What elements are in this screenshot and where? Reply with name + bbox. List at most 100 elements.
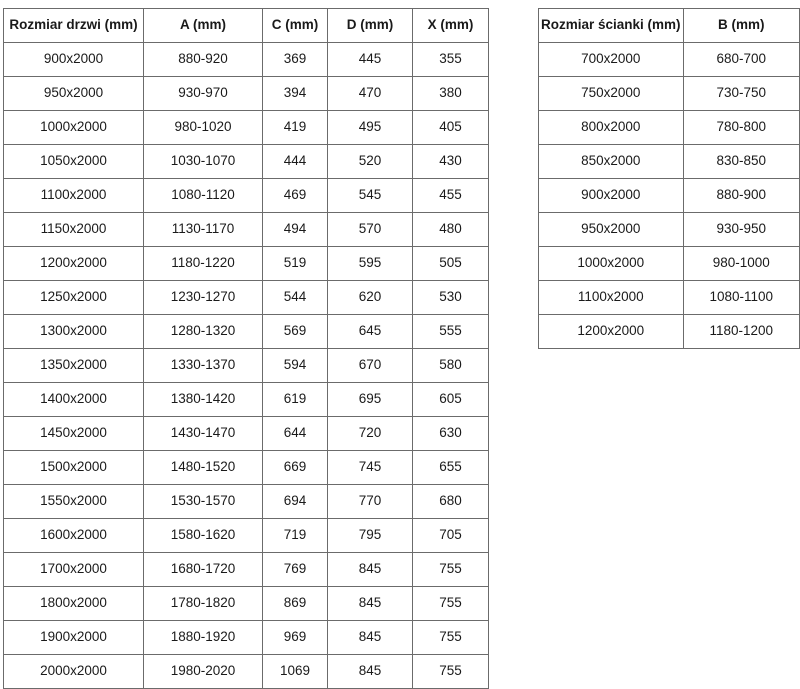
table-row: 1600x2000 1580-1620 719 795 705 bbox=[3, 518, 489, 553]
cell-d: 545 bbox=[327, 178, 413, 213]
table-row: 1000x2000 980-1020 419 495 405 bbox=[3, 110, 489, 145]
table-header-row: Rozmiar ścianki (mm) B (mm) bbox=[538, 8, 800, 43]
table-row: 2000x2000 1980-2020 1069 845 755 bbox=[3, 654, 489, 689]
table-row: 850x2000 830-850 bbox=[538, 144, 800, 179]
column-header-x: X (mm) bbox=[412, 8, 489, 43]
cell-b: 1080-1100 bbox=[682, 280, 800, 315]
table-row: 1300x2000 1280-1320 569 645 555 bbox=[3, 314, 489, 349]
cell-wall-size: 850x2000 bbox=[538, 144, 684, 179]
table-row: 1100x2000 1080-1100 bbox=[538, 280, 800, 315]
cell-wall-size: 1100x2000 bbox=[538, 280, 684, 315]
cell-a: 1980-2020 bbox=[143, 654, 263, 689]
cell-x: 355 bbox=[412, 42, 489, 77]
cell-d: 845 bbox=[327, 620, 413, 655]
cell-d: 470 bbox=[327, 76, 413, 111]
cell-door-size: 1700x2000 bbox=[3, 552, 144, 587]
table-row: 950x2000 930-970 394 470 380 bbox=[3, 76, 489, 111]
table-row: 1000x2000 980-1000 bbox=[538, 246, 800, 281]
cell-b: 830-850 bbox=[682, 144, 800, 179]
cell-d: 695 bbox=[327, 382, 413, 417]
table-row: 1100x2000 1080-1120 469 545 455 bbox=[3, 178, 489, 213]
cell-d: 770 bbox=[327, 484, 413, 519]
doors-table-body: 900x2000 880-920 369 445 355 950x2000 930-970 3… bbox=[3, 42, 489, 689]
cell-a: 1380-1420 bbox=[143, 382, 263, 417]
table-row: 800x2000 780-800 bbox=[538, 110, 800, 145]
table-row: 1050x2000 1030-1070 444 520 430 bbox=[3, 144, 489, 179]
cell-b: 730-750 bbox=[682, 76, 800, 111]
cell-c: 869 bbox=[262, 586, 328, 621]
cell-b: 780-800 bbox=[682, 110, 800, 145]
cell-a: 1480-1520 bbox=[143, 450, 263, 485]
cell-x: 505 bbox=[412, 246, 489, 281]
cell-a: 1280-1320 bbox=[143, 314, 263, 349]
cell-a: 980-1020 bbox=[143, 110, 263, 145]
column-header-c: C (mm) bbox=[262, 8, 328, 43]
cell-door-size: 1600x2000 bbox=[3, 518, 144, 553]
cell-b: 930-950 bbox=[682, 212, 800, 247]
cell-door-size: 1000x2000 bbox=[3, 110, 144, 145]
table-row: 1900x2000 1880-1920 969 845 755 bbox=[3, 620, 489, 655]
cell-x: 755 bbox=[412, 586, 489, 621]
column-header-a: A (mm) bbox=[143, 8, 263, 43]
wall-table-header: Rozmiar ścianki (mm) B (mm) bbox=[538, 8, 800, 43]
wall-dimensions-table-container: Rozmiar ścianki (mm) B (mm) 700x2000 680-… bbox=[538, 8, 800, 349]
cell-c: 469 bbox=[262, 178, 328, 213]
table-row: 1200x2000 1180-1200 bbox=[538, 314, 800, 349]
table-row: 1700x2000 1680-1720 769 845 755 bbox=[3, 552, 489, 587]
cell-door-size: 1050x2000 bbox=[3, 144, 144, 179]
wall-dimensions-table: Rozmiar ścianki (mm) B (mm) 700x2000 680-… bbox=[538, 8, 800, 349]
cell-door-size: 2000x2000 bbox=[3, 654, 144, 689]
cell-door-size: 1450x2000 bbox=[3, 416, 144, 451]
cell-c: 394 bbox=[262, 76, 328, 111]
table-header-row: Rozmiar drzwi (mm) A (mm) C (mm) D (mm) … bbox=[3, 8, 489, 43]
cell-door-size: 1350x2000 bbox=[3, 348, 144, 383]
cell-c: 594 bbox=[262, 348, 328, 383]
cell-x: 755 bbox=[412, 552, 489, 587]
cell-b: 680-700 bbox=[682, 42, 800, 77]
cell-x: 705 bbox=[412, 518, 489, 553]
cell-door-size: 1500x2000 bbox=[3, 450, 144, 485]
cell-a: 1180-1220 bbox=[143, 246, 263, 281]
cell-b: 980-1000 bbox=[682, 246, 800, 281]
cell-a: 1580-1620 bbox=[143, 518, 263, 553]
cell-d: 845 bbox=[327, 586, 413, 621]
specification-tables-page: Rozmiar drzwi (mm) A (mm) C (mm) D (mm) … bbox=[3, 8, 800, 689]
cell-wall-size: 700x2000 bbox=[538, 42, 684, 77]
cell-c: 494 bbox=[262, 212, 328, 247]
cell-a: 1030-1070 bbox=[143, 144, 263, 179]
cell-c: 769 bbox=[262, 552, 328, 587]
cell-d: 720 bbox=[327, 416, 413, 451]
cell-x: 755 bbox=[412, 620, 489, 655]
column-header-door-size: Rozmiar drzwi (mm) bbox=[3, 8, 144, 43]
cell-a: 1530-1570 bbox=[143, 484, 263, 519]
cell-x: 380 bbox=[412, 76, 489, 111]
cell-x: 755 bbox=[412, 654, 489, 689]
cell-c: 669 bbox=[262, 450, 328, 485]
table-row: 1500x2000 1480-1520 669 745 655 bbox=[3, 450, 489, 485]
table-row: 1450x2000 1430-1470 644 720 630 bbox=[3, 416, 489, 451]
wall-table-body: 700x2000 680-700 750x2000 730-750 800x2000 78… bbox=[538, 42, 800, 349]
cell-door-size: 1550x2000 bbox=[3, 484, 144, 519]
cell-a: 1780-1820 bbox=[143, 586, 263, 621]
cell-x: 655 bbox=[412, 450, 489, 485]
cell-x: 605 bbox=[412, 382, 489, 417]
cell-a: 880-920 bbox=[143, 42, 263, 77]
cell-door-size: 1900x2000 bbox=[3, 620, 144, 655]
cell-c: 544 bbox=[262, 280, 328, 315]
cell-x: 580 bbox=[412, 348, 489, 383]
cell-wall-size: 800x2000 bbox=[538, 110, 684, 145]
cell-d: 745 bbox=[327, 450, 413, 485]
cell-door-size: 1200x2000 bbox=[3, 246, 144, 281]
cell-wall-size: 950x2000 bbox=[538, 212, 684, 247]
doors-dimensions-table: Rozmiar drzwi (mm) A (mm) C (mm) D (mm) … bbox=[3, 8, 489, 689]
cell-x: 455 bbox=[412, 178, 489, 213]
cell-a: 1680-1720 bbox=[143, 552, 263, 587]
cell-wall-size: 750x2000 bbox=[538, 76, 684, 111]
table-row: 1800x2000 1780-1820 869 845 755 bbox=[3, 586, 489, 621]
cell-c: 969 bbox=[262, 620, 328, 655]
cell-d: 670 bbox=[327, 348, 413, 383]
cell-c: 719 bbox=[262, 518, 328, 553]
cell-a: 1880-1920 bbox=[143, 620, 263, 655]
table-row: 700x2000 680-700 bbox=[538, 42, 800, 77]
table-row: 1550x2000 1530-1570 694 770 680 bbox=[3, 484, 489, 519]
